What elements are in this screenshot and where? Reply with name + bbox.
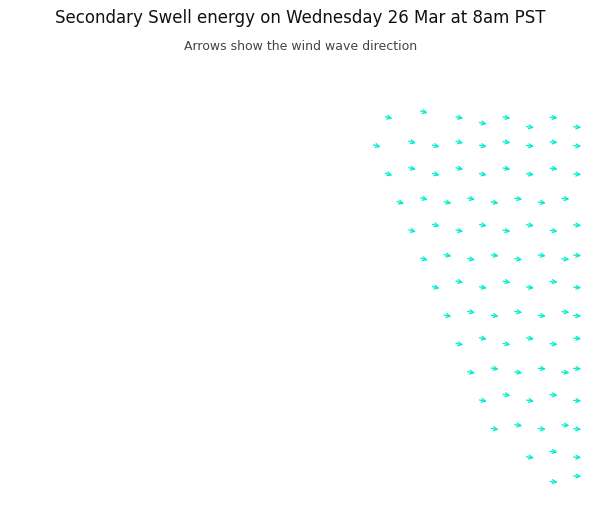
Text: Secondary Swell energy on Wednesday 26 Mar at 8am PST: Secondary Swell energy on Wednesday 26 M… [55,9,546,27]
Text: Arrows show the wind wave direction: Arrows show the wind wave direction [184,40,417,52]
